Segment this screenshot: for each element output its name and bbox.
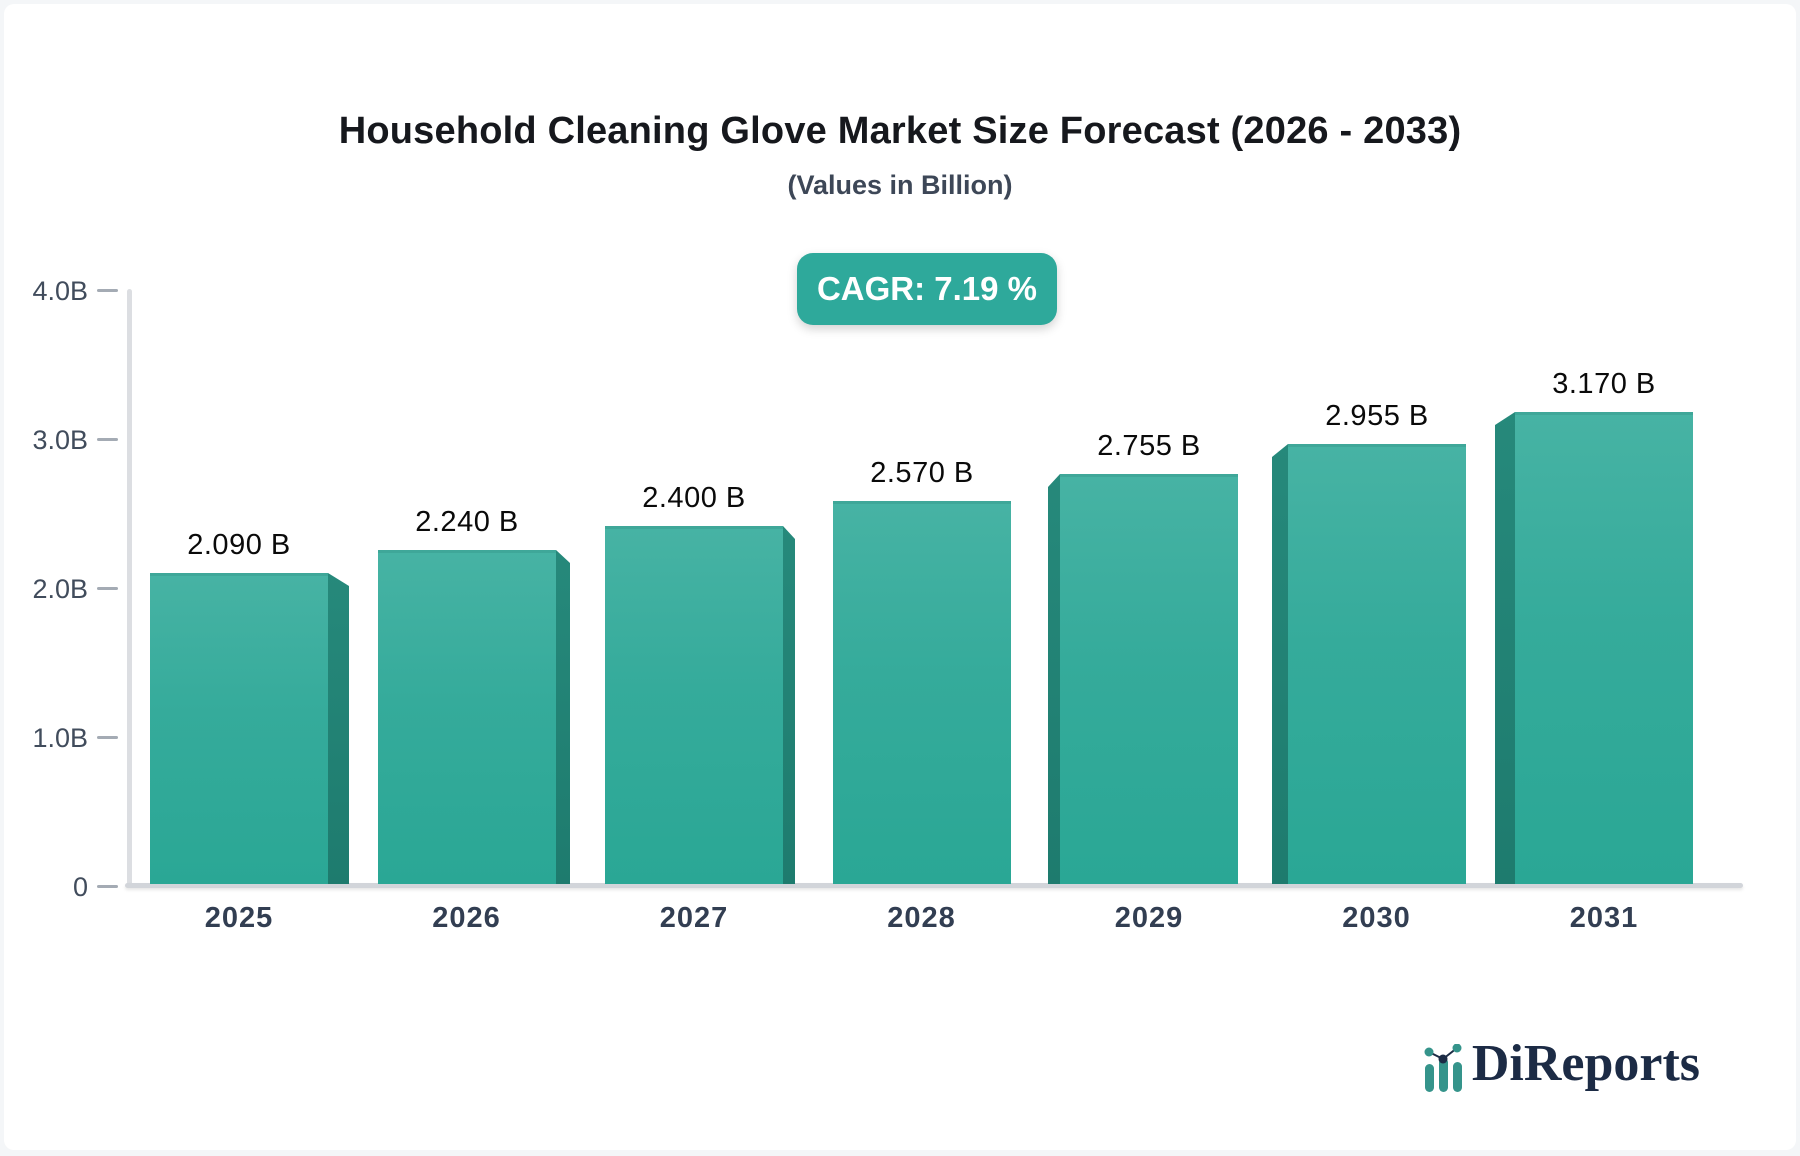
x-tick-label-2031: 2031 (1569, 902, 1639, 934)
bar-side-2030 (1272, 444, 1288, 884)
y-tick-label: 1.0B (32, 723, 88, 753)
bar-2028 (833, 501, 1011, 884)
bar-side-2026 (556, 550, 570, 884)
bar-value-label: 2.090 B (187, 529, 291, 561)
bar-2026 (378, 550, 556, 884)
chart-title: Household Cleaning Glove Market Size For… (338, 110, 1462, 152)
x-tick-label-2026: 2026 (432, 902, 501, 934)
bar-2031 (1515, 412, 1693, 884)
bar-value-label: 2.570 B (870, 457, 974, 489)
bar-2025 (150, 573, 328, 884)
bar-side-2027 (783, 526, 795, 884)
y-tick (97, 289, 118, 292)
y-tick-label: 0 (72, 872, 88, 902)
bar-side-2025 (328, 573, 349, 884)
y-axis-line (127, 289, 132, 887)
x-tick-label-2027: 2027 (659, 902, 729, 934)
bar-2029 (1060, 474, 1238, 884)
bar-value-label: 3.170 B (1552, 368, 1656, 400)
bar-value-label: 2.240 B (415, 506, 519, 538)
y-tick (97, 736, 118, 739)
y-tick-label: 2.0B (32, 574, 88, 604)
bar-2030 (1288, 444, 1466, 884)
bar-value-label: 2.400 B (642, 482, 746, 514)
x-tick-label-2030: 2030 (1342, 902, 1411, 934)
brand-logo: DiReports (1424, 1032, 1700, 1092)
y-tick (97, 885, 118, 888)
bar-side-2031 (1495, 412, 1515, 884)
y-tick (97, 438, 118, 441)
chart-subtitle: (Values in Billion) (787, 170, 1013, 200)
mini-bar-chart-icon (1424, 1044, 1462, 1092)
bar-2027 (605, 526, 783, 884)
y-tick-label: 3.0B (32, 425, 88, 455)
x-tick-label-2029: 2029 (1114, 902, 1184, 934)
x-axis-baseline (125, 883, 1743, 888)
bar-value-label: 2.755 B (1097, 430, 1201, 462)
x-tick-label-2028: 2028 (887, 902, 956, 934)
bar-value-label: 2.955 B (1325, 400, 1429, 432)
y-tick (97, 587, 118, 590)
bar-side-2029 (1048, 474, 1060, 884)
cagr-badge: CAGR: 7.19 % (797, 253, 1057, 325)
logo-text: DiReports (1471, 1035, 1700, 1092)
x-tick-label-2025: 2025 (204, 902, 274, 934)
y-tick-label: 4.0B (32, 276, 88, 306)
